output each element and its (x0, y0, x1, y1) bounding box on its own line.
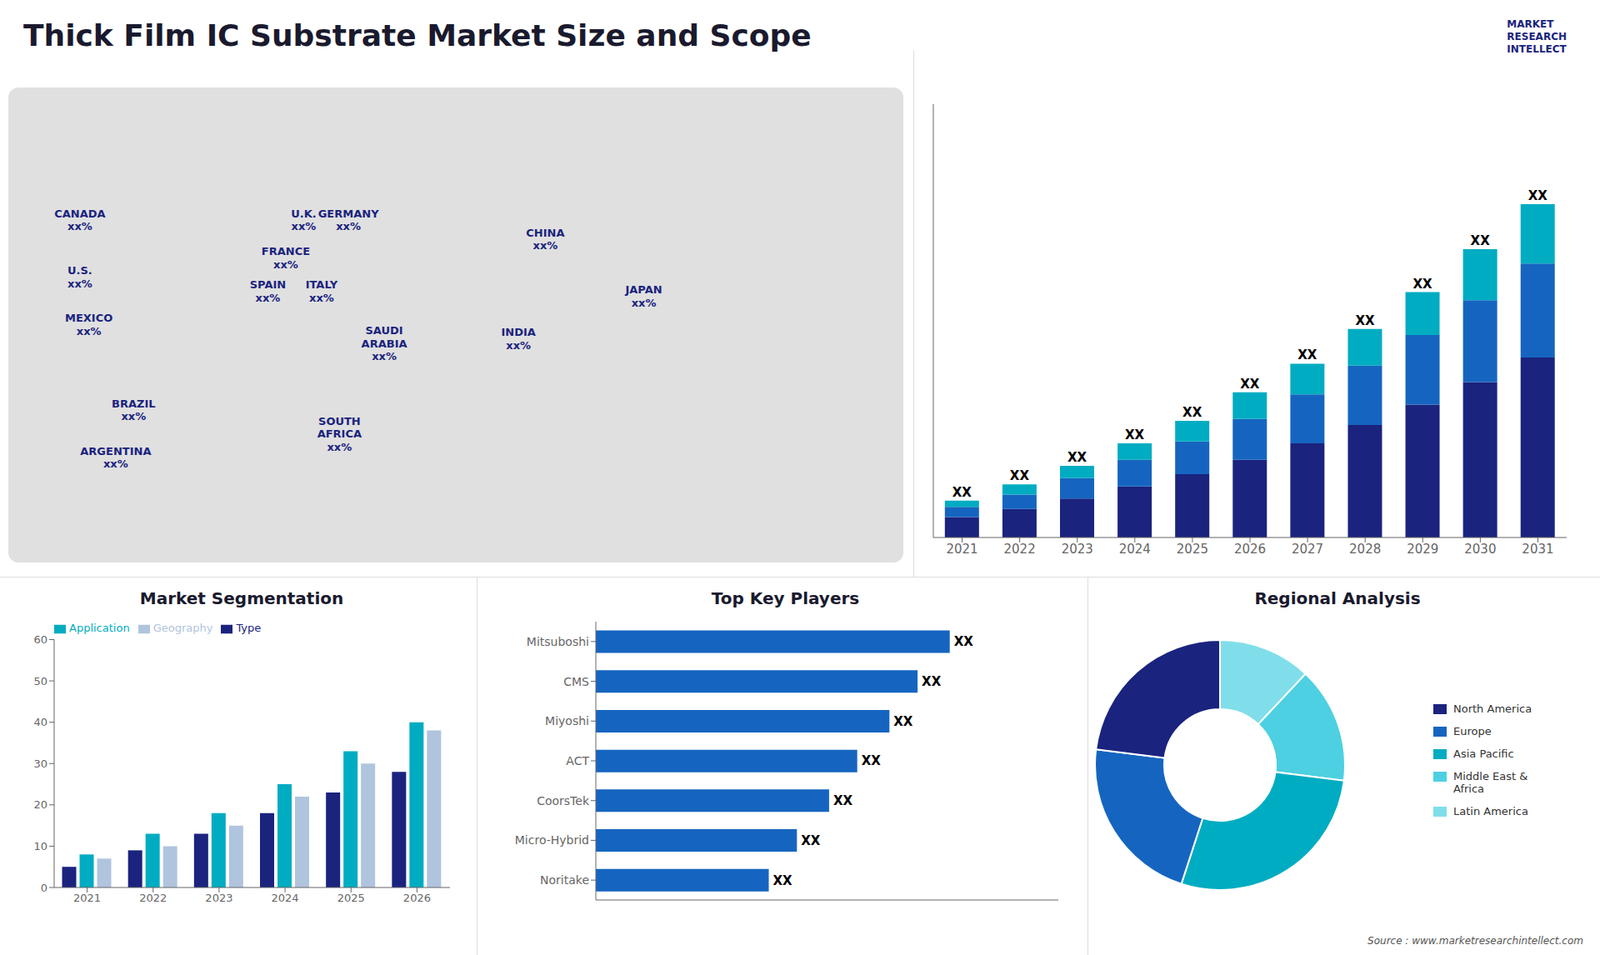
svg-text:0: 0 (40, 881, 48, 895)
svg-text:CANADAxx%: CANADAxx% (54, 206, 105, 233)
svg-text:2031: 2031 (1521, 541, 1554, 557)
svg-text:XX: XX (833, 793, 854, 809)
svg-text:2024: 2024 (1119, 541, 1151, 557)
svg-text:XX: XX (893, 714, 914, 730)
svg-text:XX: XX (1182, 405, 1203, 420)
svg-text:2021: 2021 (945, 541, 978, 557)
svg-text:2022: 2022 (1004, 541, 1036, 557)
svg-text:2021: 2021 (73, 891, 101, 905)
svg-text:XX: XX (1528, 188, 1549, 204)
svg-text:XX: XX (954, 634, 975, 650)
svg-text:SAUDIARABIAxx%: SAUDIARABIAxx% (361, 324, 408, 363)
svg-text:2028: 2028 (1349, 541, 1381, 557)
svg-text:Miyoshi: Miyoshi (545, 714, 590, 728)
svg-text:JAPANxx%: JAPANxx% (624, 283, 662, 310)
svg-text:2022: 2022 (139, 891, 167, 905)
svg-text:2023: 2023 (1061, 541, 1094, 557)
svg-text:XX: XX (1470, 233, 1491, 249)
svg-text:XX: XX (1355, 313, 1375, 329)
svg-text:Noritake: Noritake (540, 873, 590, 887)
svg-text:2025: 2025 (1176, 541, 1209, 557)
svg-text:ARGENTINAxx%: ARGENTINAxx% (80, 444, 151, 470)
svg-text:XX: XX (1297, 347, 1318, 363)
svg-text:BRAZILxx%: BRAZILxx% (111, 396, 156, 423)
svg-text:2027: 2027 (1291, 541, 1324, 557)
svg-text:U.S.xx%: U.S.xx% (67, 264, 93, 290)
svg-text:2029: 2029 (1406, 541, 1439, 557)
svg-text:MEXICOxx%: MEXICOxx% (65, 311, 113, 338)
svg-text:10: 10 (33, 840, 48, 853)
svg-text:2024: 2024 (271, 891, 300, 905)
svg-text:XX: XX (800, 833, 821, 849)
svg-text:60: 60 (33, 633, 48, 646)
svg-text:XX: XX (952, 485, 973, 500)
svg-text:2026: 2026 (1234, 541, 1266, 557)
html-text:North America: North America (1453, 702, 1532, 715)
html-text:Top Key Players: Top Key Players (711, 588, 860, 609)
svg-text:30: 30 (33, 757, 48, 770)
svg-text:ACT: ACT (565, 754, 590, 768)
svg-text:XX: XX (921, 674, 942, 690)
html-text:Geography: Geography (153, 621, 213, 635)
svg-text:2026: 2026 (403, 891, 431, 905)
svg-text:FRANCExx%: FRANCExx% (261, 245, 310, 271)
svg-text:Mitsuboshi: Mitsuboshi (526, 635, 590, 649)
html-text:Type: Type (236, 621, 262, 635)
svg-text:XX: XX (1125, 427, 1145, 443)
svg-text:40: 40 (33, 715, 48, 729)
svg-text:CoorsTek: CoorsTek (536, 794, 590, 808)
html-text:Source : www.marketresearchint: Source : www.marketresearchintellect.com (1367, 935, 1584, 947)
svg-text:50: 50 (33, 675, 48, 688)
svg-text:2030: 2030 (1464, 541, 1496, 557)
html-text:Asia Pacific: Asia Pacific (1453, 747, 1514, 760)
svg-text:GERMANYxx%: GERMANYxx% (318, 206, 380, 233)
svg-text:SPAINxx%: SPAINxx% (250, 278, 286, 305)
html-text:Application: Application (69, 621, 130, 635)
svg-text:20: 20 (33, 798, 48, 811)
svg-text:XX: XX (1412, 276, 1433, 292)
svg-text:CHINAxx%: CHINAxx% (525, 225, 565, 252)
svg-text:2023: 2023 (205, 891, 233, 905)
svg-text:Micro-Hybrid: Micro-Hybrid (515, 833, 590, 847)
svg-text:SOUTHAFRICAxx%: SOUTHAFRICAxx% (317, 414, 362, 453)
html-text:Thick Film IC Substrate Market: Thick Film IC Substrate Market Size and … (23, 18, 812, 53)
svg-text:XX: XX (861, 753, 882, 769)
svg-text:XX: XX (1067, 450, 1088, 465)
svg-text:XX: XX (1010, 468, 1030, 484)
html-text:Europe: Europe (1453, 725, 1492, 738)
html-text:Market Segmentation: Market Segmentation (139, 588, 344, 609)
html-text:Middle East & Africa: Middle East & Africa (1453, 770, 1528, 795)
html-text:Regional Analysis: Regional Analysis (1254, 588, 1421, 609)
html-text:Latin America: Latin America (1453, 805, 1529, 818)
svg-text:CMS: CMS (563, 675, 590, 689)
svg-text:U.K.xx%: U.K.xx% (290, 206, 317, 233)
svg-text:2025: 2025 (337, 891, 365, 905)
svg-text:XX: XX (1240, 376, 1260, 392)
svg-text:INDIAxx%: INDIAxx% (500, 325, 535, 352)
svg-text:ITALYxx%: ITALYxx% (305, 278, 339, 305)
svg-text:XX: XX (773, 873, 794, 889)
html-text:MARKET RESEARCH INTELLECT: MARKET RESEARCH INTELLECT (1506, 18, 1567, 55)
